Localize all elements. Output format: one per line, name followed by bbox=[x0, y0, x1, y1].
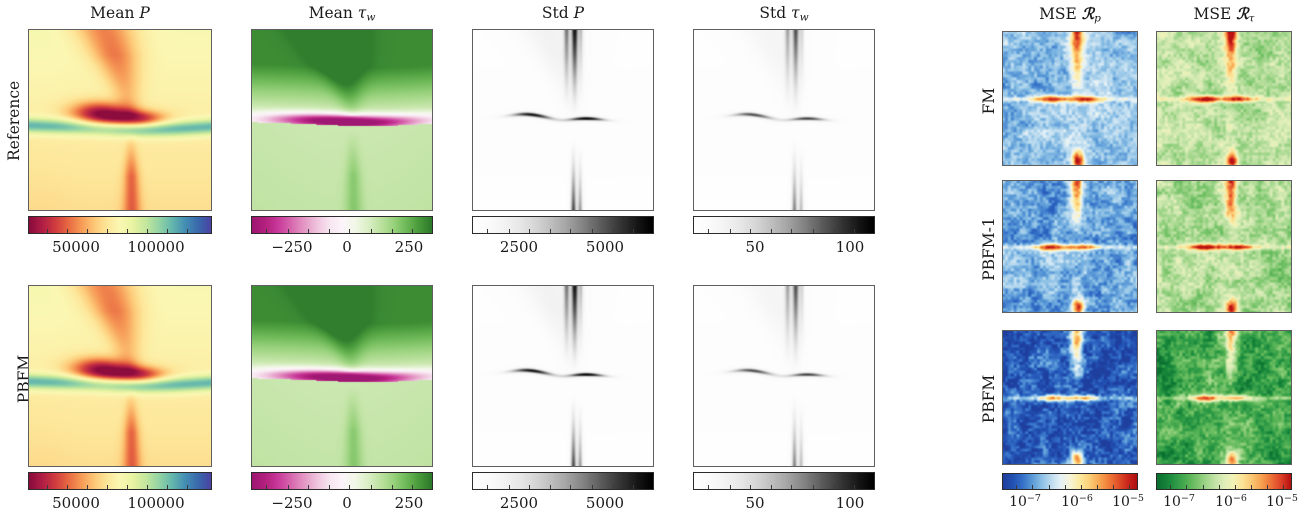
ticklabel-std-tau-top-2: 100 bbox=[835, 238, 865, 256]
panel-pbfm-std-tau bbox=[693, 285, 875, 467]
panel-reference-mean-p bbox=[28, 29, 212, 211]
panel-title-std-p: Std P bbox=[541, 4, 585, 22]
panel-fm-mse-rtau bbox=[1156, 31, 1292, 166]
row-label-reference-text: Reference bbox=[5, 80, 23, 161]
row-label-fm-text: FM bbox=[980, 87, 998, 115]
ticklabel-mean-tau-bottom-3: 250 bbox=[394, 494, 424, 512]
ticklabel-mean-p-top-2: 100000 bbox=[127, 238, 185, 256]
ticklabel-mean-p-bottom-1: 50000 bbox=[52, 494, 100, 512]
panel-reference-std-p bbox=[472, 29, 654, 211]
ticklabel-mse-rtau-1: 10−7 bbox=[1163, 493, 1195, 511]
colorbar-std-tau-top bbox=[693, 216, 875, 234]
ticklabel-mse-rp-3: 10−5 bbox=[1112, 493, 1144, 511]
ticklabel-std-tau-top-1: 50 bbox=[745, 238, 765, 256]
ticklabel-mean-tau-top-2: 0 bbox=[342, 238, 352, 256]
colorbar-mean-tau-top bbox=[251, 216, 433, 234]
panel-title-mean-tau: Mean τw bbox=[308, 4, 376, 24]
panel-pbfm-mean-p bbox=[28, 285, 212, 467]
ticklabel-std-p-bottom-2: 5000 bbox=[585, 494, 625, 512]
ticklabel-mean-tau-top-3: 250 bbox=[394, 238, 424, 256]
colorbar-std-p-top bbox=[472, 216, 654, 234]
ticklabel-mean-tau-bottom-1: −250 bbox=[271, 494, 313, 512]
ticklabel-std-p-top-2: 5000 bbox=[585, 238, 625, 256]
ticklabel-mse-rp-1: 10−7 bbox=[1009, 493, 1041, 511]
ticklabel-mean-tau-top-1: −250 bbox=[271, 238, 313, 256]
colorbar-mse-rtau bbox=[1156, 473, 1292, 490]
panel-pbfm-mse-rp bbox=[1002, 330, 1138, 465]
ticklabel-mse-rtau-3: 10−5 bbox=[1266, 493, 1298, 511]
row-label-pbfm-1-text: PBFM-1 bbox=[980, 217, 998, 281]
ticklabel-mean-p-top-1: 50000 bbox=[52, 238, 100, 256]
panel-title-std-tau: Std τw bbox=[759, 4, 809, 24]
panel-pbfm-mean-tau bbox=[251, 285, 433, 467]
panel-pbfm1-mse-rtau bbox=[1156, 180, 1292, 313]
panel-pbfm-std-p bbox=[472, 285, 654, 467]
colorbar-mse-rp bbox=[1002, 473, 1138, 490]
panel-title-mean-p: Mean P bbox=[90, 4, 150, 22]
row-label-pbfm-right-text: PBFM bbox=[980, 374, 998, 424]
ticklabel-mean-p-bottom-2: 100000 bbox=[127, 494, 185, 512]
panel-title-mse-rtau: MSE ℛτ bbox=[1193, 4, 1255, 25]
ticklabel-std-p-top-1: 2500 bbox=[499, 238, 539, 256]
colorbar-mean-p-bottom bbox=[28, 472, 212, 490]
colorbar-mean-tau-bottom bbox=[251, 472, 433, 490]
colorbar-std-p-bottom bbox=[472, 472, 654, 490]
ticklabel-mean-tau-bottom-2: 0 bbox=[342, 494, 352, 512]
ticklabel-mse-rp-2: 10−6 bbox=[1061, 493, 1093, 511]
panel-pbfm-mse-rtau bbox=[1156, 330, 1292, 465]
ticklabel-mse-rtau-2: 10−6 bbox=[1215, 493, 1247, 511]
ticklabel-std-tau-bottom-2: 100 bbox=[835, 494, 865, 512]
panel-title-mse-rp: MSE ℛp bbox=[1039, 4, 1101, 25]
ticklabel-std-p-bottom-1: 2500 bbox=[499, 494, 539, 512]
panel-fm-mse-rp bbox=[1002, 31, 1138, 166]
panel-pbfm1-mse-rp bbox=[1002, 180, 1138, 313]
colorbar-std-tau-bottom bbox=[693, 472, 875, 490]
panel-reference-std-tau bbox=[693, 29, 875, 211]
colorbar-mean-p-top bbox=[28, 216, 212, 234]
ticklabel-std-tau-bottom-1: 50 bbox=[745, 494, 765, 512]
panel-reference-mean-tau bbox=[251, 29, 433, 211]
